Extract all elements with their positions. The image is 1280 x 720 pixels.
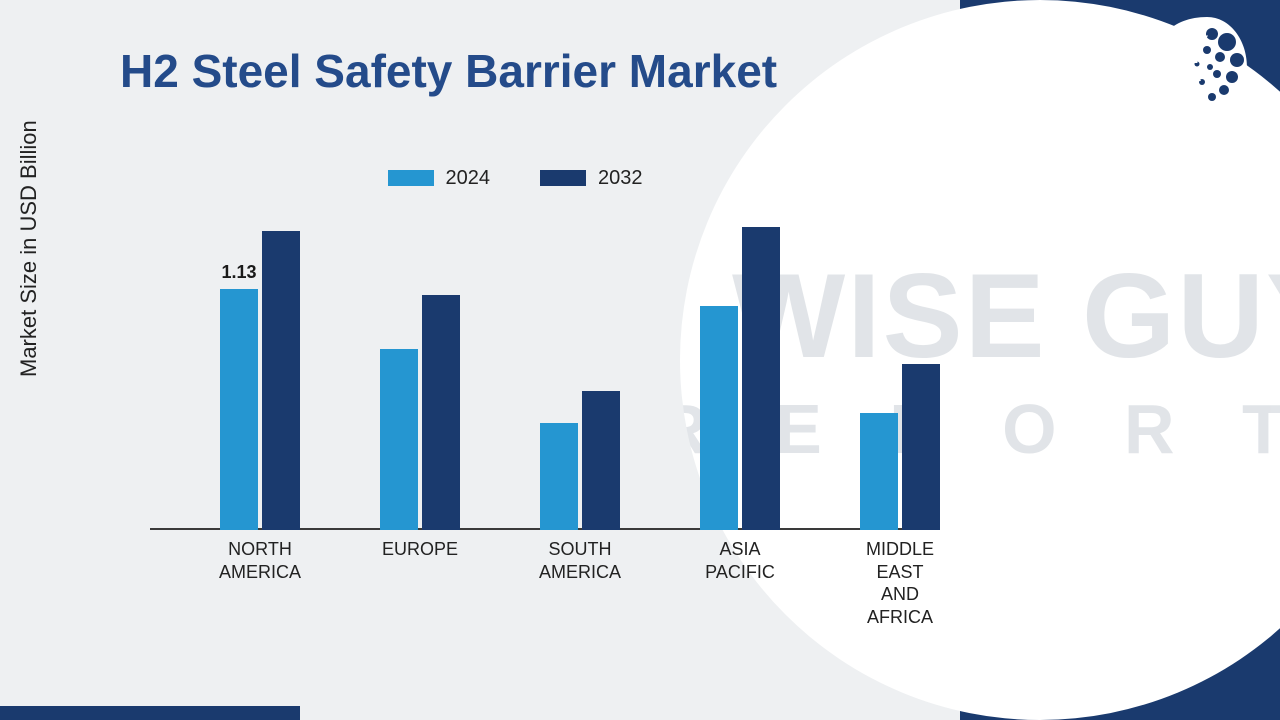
legend-swatch bbox=[388, 170, 434, 186]
category-label: MIDDLEEASTANDAFRICA bbox=[830, 530, 970, 628]
brand-logo: WISE GUY R E P O R T S bbox=[990, 30, 1210, 94]
bar-value-label: 1.13 bbox=[220, 262, 258, 283]
logo-line1: WISE GUY bbox=[990, 30, 1210, 70]
category-label: EUROPE bbox=[350, 530, 490, 561]
bar-series-2024 bbox=[860, 413, 898, 530]
bar-series-2032 bbox=[742, 227, 780, 530]
legend-swatch bbox=[540, 170, 586, 186]
bar-series-2024 bbox=[540, 423, 578, 530]
logo-line2: R E P O R T S bbox=[990, 76, 1210, 94]
legend-label: 2032 bbox=[598, 167, 643, 190]
plot-area: 1.13NORTHAMERICAEUROPESOUTHAMERICAASIAPA… bbox=[150, 210, 940, 530]
legend-label: 2024 bbox=[446, 167, 491, 190]
category-label: NORTHAMERICA bbox=[190, 530, 330, 583]
bar-series-2032 bbox=[422, 295, 460, 530]
y-axis-label: Market Size in USD Billion bbox=[16, 120, 42, 377]
category-label: ASIAPACIFIC bbox=[670, 530, 810, 583]
page-title: H2 Steel Safety Barrier Market bbox=[120, 44, 777, 98]
footer-accent-bar bbox=[0, 706, 300, 720]
bar-series-2024 bbox=[220, 289, 258, 530]
bar-series-2032 bbox=[262, 231, 300, 530]
bar-series-2024 bbox=[380, 349, 418, 530]
category-label: SOUTHAMERICA bbox=[510, 530, 650, 583]
bar-series-2032 bbox=[582, 391, 620, 530]
legend-item: 2024 bbox=[388, 167, 491, 190]
report-graphic: WISE GUY R E P O R T S H2 Steel Safety B… bbox=[0, 0, 1280, 720]
legend-item: 2032 bbox=[540, 167, 643, 190]
chart-legend: 2024 2032 bbox=[90, 160, 940, 196]
bar-chart: Market Size in USD Billion 2024 2032 1.1… bbox=[90, 160, 940, 670]
bar-series-2032 bbox=[902, 364, 940, 530]
bar-series-2024 bbox=[700, 306, 738, 530]
